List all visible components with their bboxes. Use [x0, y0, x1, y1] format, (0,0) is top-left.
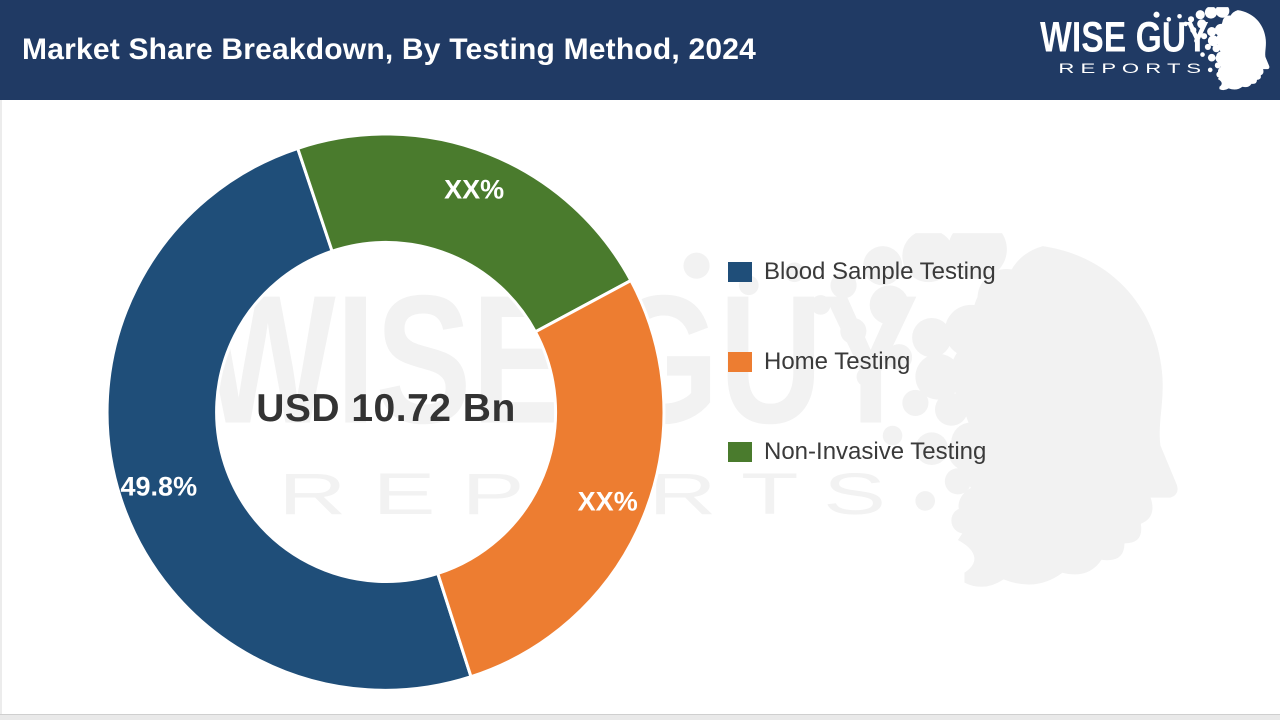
legend-label: Blood Sample Testing [764, 258, 996, 285]
slice-percentage-label: XX% [578, 487, 638, 517]
legend-label: Home Testing [764, 348, 911, 375]
donut-slice [105, 146, 473, 692]
donut-chart: 49.8% XX% XX% [105, 132, 666, 692]
legend-label: Non-Invasive Testing [764, 438, 987, 465]
left-edge-divider [0, 100, 2, 715]
legend-swatch-icon [728, 352, 752, 372]
chart-center-value: USD 10.72 Bn [256, 387, 516, 430]
legend-swatch-icon [728, 442, 752, 462]
legend-swatch-icon [728, 262, 752, 282]
donut-slice [296, 132, 633, 334]
legend-item: Non-Invasive Testing [728, 437, 986, 467]
slice-percentage-label: 49.8% [121, 472, 198, 502]
legend-item: Blood Sample Testing [728, 257, 996, 287]
header-bar: Market Share Breakdown, By Testing Metho… [0, 0, 1280, 100]
page-title: Market Share Breakdown, By Testing Metho… [22, 33, 757, 66]
footer-divider [0, 714, 1280, 720]
wise-guy-reports-logo [1040, 7, 1270, 93]
slice-percentage-label: XX% [444, 175, 504, 205]
chart-legend: Blood Sample Testing Home Testing Non-Inva… [728, 0, 1068, 720]
legend-item: Home Testing [728, 347, 910, 377]
donut-slice [436, 279, 666, 679]
